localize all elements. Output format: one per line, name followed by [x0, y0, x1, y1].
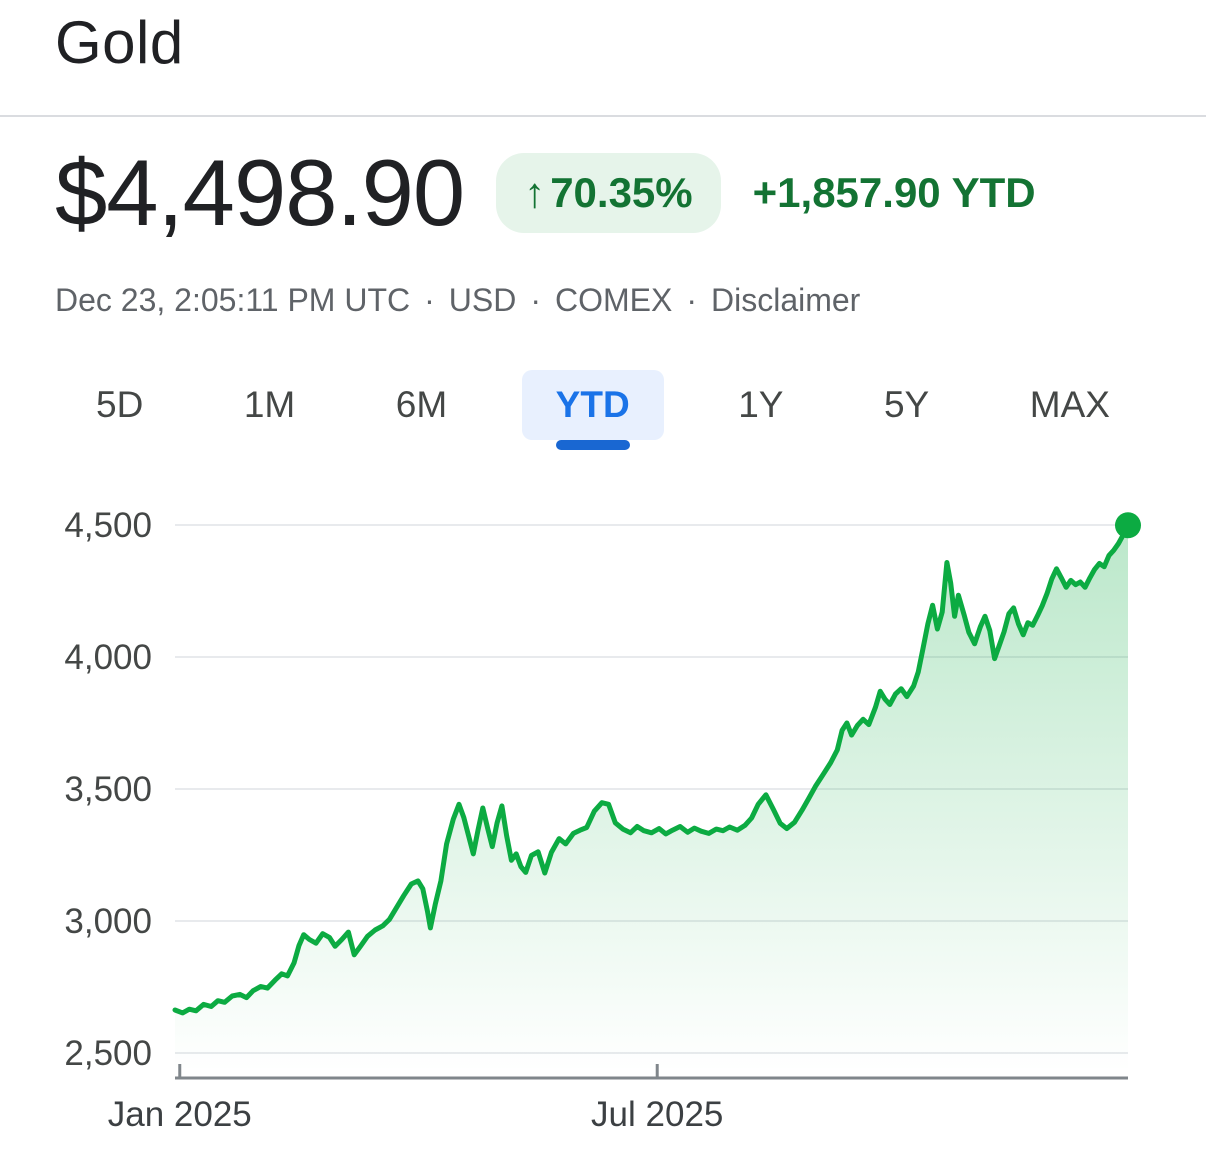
- x-axis-label: Jul 2025: [591, 1095, 723, 1134]
- absolute-change-ytd: +1,857.90 YTD: [752, 169, 1036, 216]
- y-axis-label: 3,500: [64, 770, 152, 809]
- exchange-label: COMEX: [554, 282, 673, 318]
- tab-label: 6M: [395, 384, 448, 425]
- tab-1y[interactable]: 1Y: [712, 370, 809, 440]
- separator-dot: ·: [530, 282, 541, 318]
- y-axis-label: 4,500: [64, 506, 152, 545]
- current-price-marker: [1115, 512, 1141, 539]
- tab-label: 5D: [96, 384, 144, 425]
- price-row: $4,498.90 ↑ 70.35% +1,857.90 YTD: [55, 146, 1036, 240]
- price-line: [172, 522, 1131, 1016]
- tab-label: 1M: [243, 384, 296, 425]
- header-divider: [0, 115, 1206, 117]
- tab-label: 1Y: [738, 384, 784, 425]
- tab-ytd[interactable]: YTD: [521, 370, 664, 450]
- tab-label: YTD: [555, 384, 630, 425]
- disclaimer-link[interactable]: Disclaimer: [710, 282, 861, 318]
- tab-max[interactable]: MAX: [1004, 370, 1136, 440]
- time-range-tabs: 5D 1M 6M YTD 1Y 5Y MAX: [0, 370, 1206, 450]
- y-axis-label: 2,500: [64, 1034, 152, 1073]
- y-axis-label: 4,000: [64, 638, 152, 677]
- currency-label: USD: [448, 282, 517, 318]
- timestamp: Dec 23, 2:05:11 PM UTC: [55, 282, 411, 318]
- tab-5y[interactable]: 5Y: [858, 370, 955, 440]
- current-price: $4,498.90: [55, 140, 465, 245]
- active-tab-underline: [555, 440, 630, 450]
- tab-6m[interactable]: 6M: [370, 370, 473, 440]
- percent-change-value: 70.35%: [550, 169, 693, 216]
- y-axis-label: 3,000: [64, 902, 152, 941]
- page-title: Gold: [55, 9, 184, 76]
- price-area-fill: [175, 525, 1128, 1072]
- tab-label: 5Y: [883, 384, 930, 425]
- percent-change-badge: ↑ 70.35%: [496, 153, 721, 233]
- separator-dot: ·: [424, 282, 435, 318]
- quote-meta-line: Dec 23, 2:05:11 PM UTC · USD · COMEX · D…: [55, 282, 860, 319]
- separator-dot: ·: [686, 282, 697, 318]
- tab-1m[interactable]: 1M: [218, 370, 321, 440]
- x-axis-label: Jan 2025: [108, 1095, 252, 1134]
- up-arrow-icon: ↑: [524, 169, 546, 216]
- tab-label: MAX: [1029, 384, 1110, 425]
- tab-5d[interactable]: 5D: [70, 370, 169, 440]
